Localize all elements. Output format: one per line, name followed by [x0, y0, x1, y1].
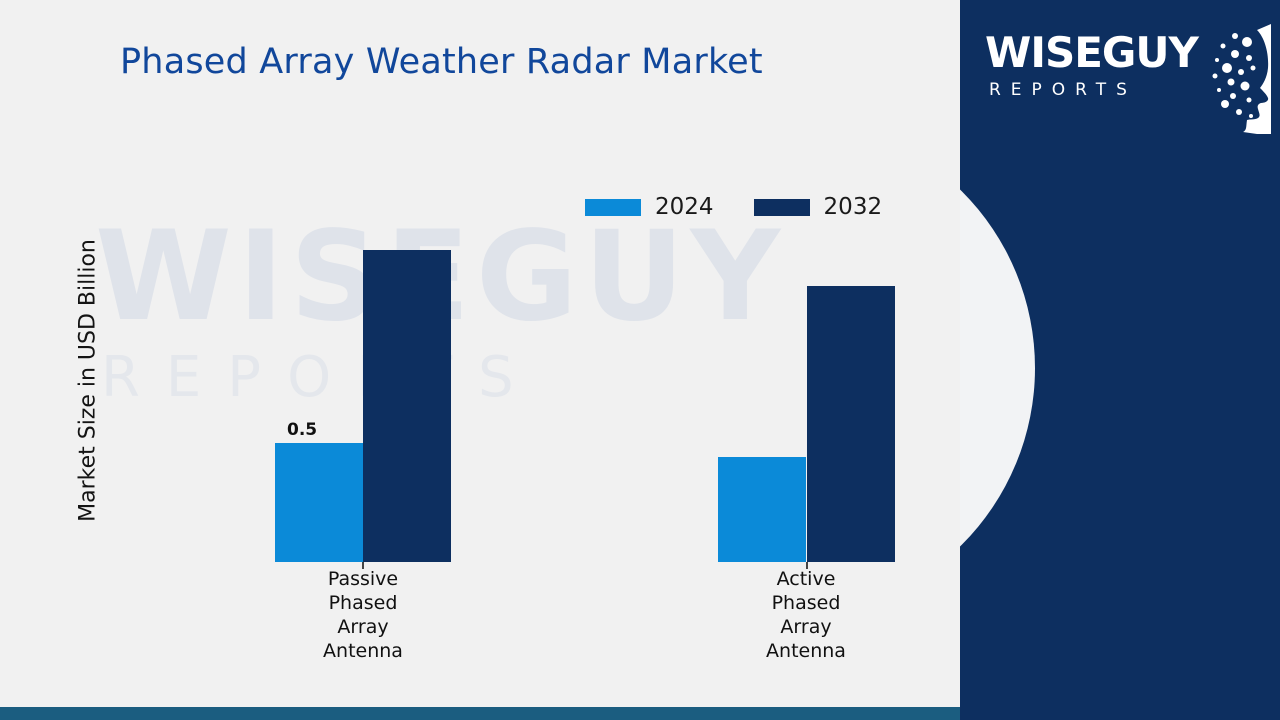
legend-label-2024: 2024: [655, 194, 714, 220]
bar-passive-2024[interactable]: [275, 443, 363, 562]
legend-label-2032: 2032: [823, 194, 883, 220]
bar-passive-2032[interactable]: [363, 250, 451, 562]
chart-canvas: WISEGUY REPORTS Phased Array Weather Rad…: [0, 42, 960, 720]
bar-value-label-passive-2024: 0.5: [287, 420, 318, 440]
bottom-accent-strip: [0, 707, 960, 720]
brand-logo[interactable]: WISEGUY REPORTS: [985, 24, 1271, 134]
bar-active-2032[interactable]: [807, 285, 895, 562]
legend-swatch-2032: [753, 198, 810, 216]
logo-head-network-icon: [1212, 24, 1271, 134]
chart-legend: 2024 2032: [585, 194, 882, 220]
plot-area: 0.5 Passive Phased Array Antenna Active …: [275, 250, 895, 662]
logo-secondary-text: REPORTS: [989, 80, 1137, 100]
decorative-circle: [960, 118, 1035, 618]
legend-item-2032[interactable]: 2032: [753, 194, 883, 220]
x-tick-active: [806, 562, 808, 569]
chart-title: Phased Array Weather Radar Market: [120, 42, 763, 82]
legend-item-2024[interactable]: 2024: [585, 194, 714, 220]
logo-primary-text: WISEGUY: [985, 28, 1199, 77]
brand-panel: [960, 0, 1280, 720]
x-tick-passive: [362, 562, 364, 569]
bar-active-2024[interactable]: [718, 457, 806, 562]
x-axis-category-active: Active Phased Array Antenna: [766, 568, 846, 662]
head-silhouette-icon: [960, 140, 1040, 590]
x-axis-category-passive: Passive Phased Array Antenna: [323, 568, 403, 662]
legend-swatch-2024: [585, 198, 641, 216]
